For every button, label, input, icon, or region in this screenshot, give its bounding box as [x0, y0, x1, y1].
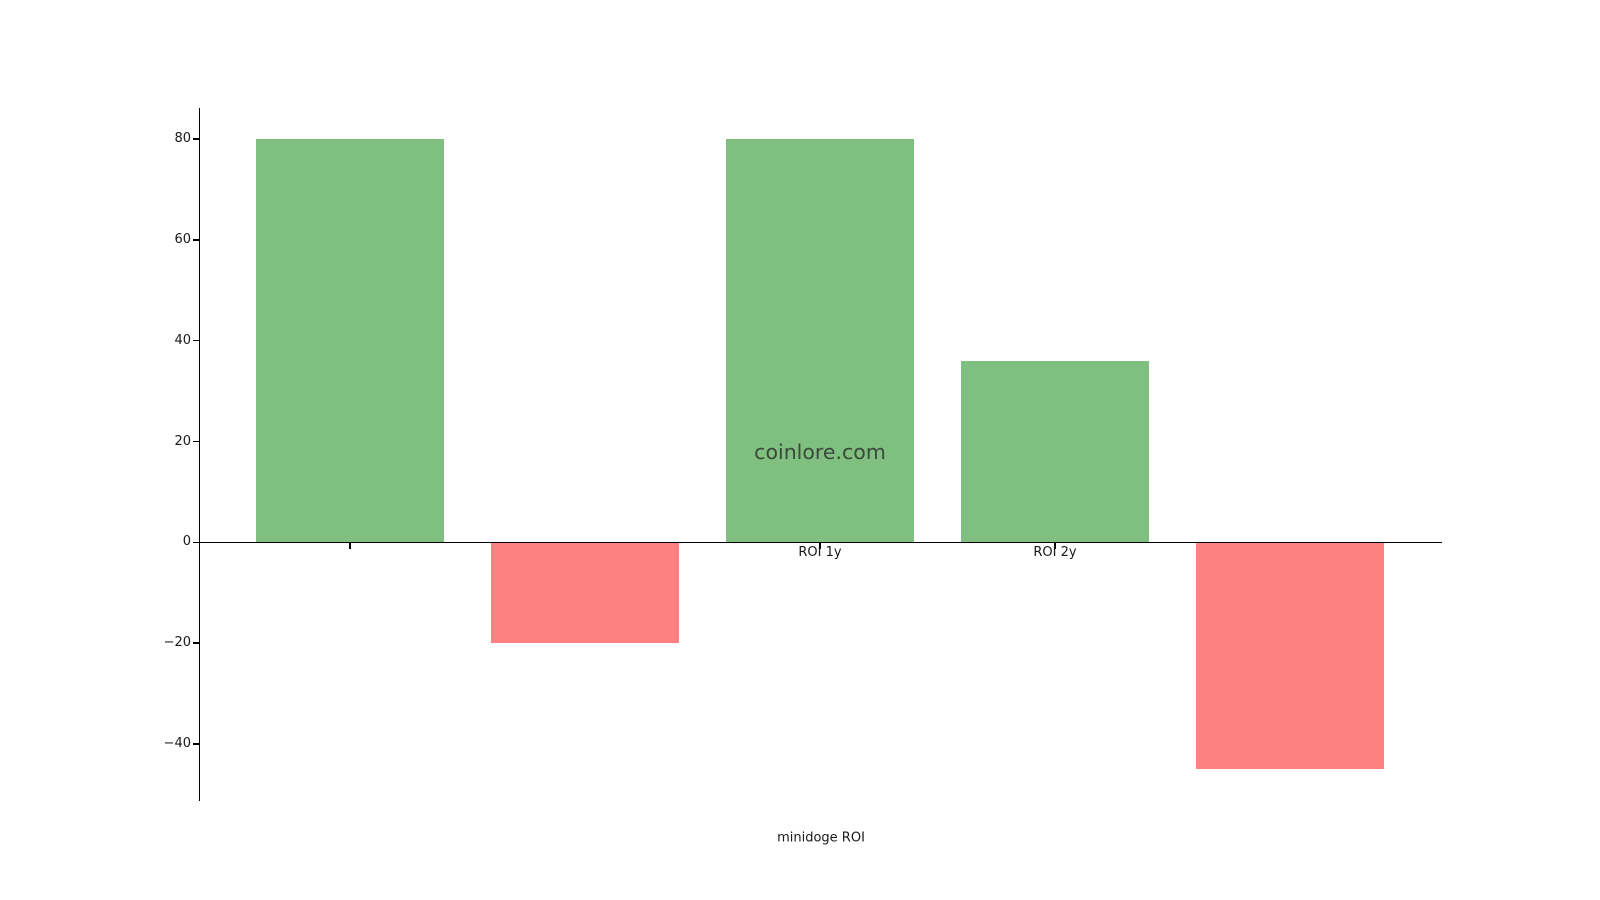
y-tick-mark-40: [192, 340, 199, 342]
x-tick-label-2: ROI 1y: [798, 544, 842, 560]
y-tick-label-0: 0: [182, 534, 191, 550]
y-tick-mark-60: [192, 239, 199, 241]
bar-2: [726, 139, 914, 543]
bar-1: [491, 542, 679, 644]
y-tick-label-60: 60: [174, 231, 191, 247]
y-axis-spine: [198, 108, 200, 801]
y-tick-label-−20: −20: [163, 635, 191, 651]
x-tick-mark-3: [1054, 542, 1056, 550]
y-tick-mark-−40: [192, 743, 199, 745]
y-tick-label-−40: −40: [163, 735, 191, 751]
y-tick-label-20: 20: [174, 433, 191, 449]
bar-4: [1196, 542, 1384, 770]
x-axis-zero-line: [200, 541, 1442, 543]
x-tick-mark-2: [819, 542, 821, 550]
x-tick-label-3: ROI 2y: [1033, 544, 1077, 560]
y-tick-mark-80: [192, 138, 199, 140]
x-tick-mark-0: [349, 542, 351, 550]
y-tick-label-80: 80: [174, 131, 191, 147]
watermark-text: coinlore.com: [754, 440, 886, 464]
y-tick-mark-0: [192, 541, 199, 543]
chart-title: minidoge ROI: [777, 830, 865, 846]
y-tick-mark-−20: [192, 642, 199, 644]
bar-3: [961, 360, 1149, 543]
y-tick-mark-20: [192, 440, 199, 443]
bar-0: [256, 139, 444, 543]
y-tick-label-40: 40: [174, 332, 191, 348]
